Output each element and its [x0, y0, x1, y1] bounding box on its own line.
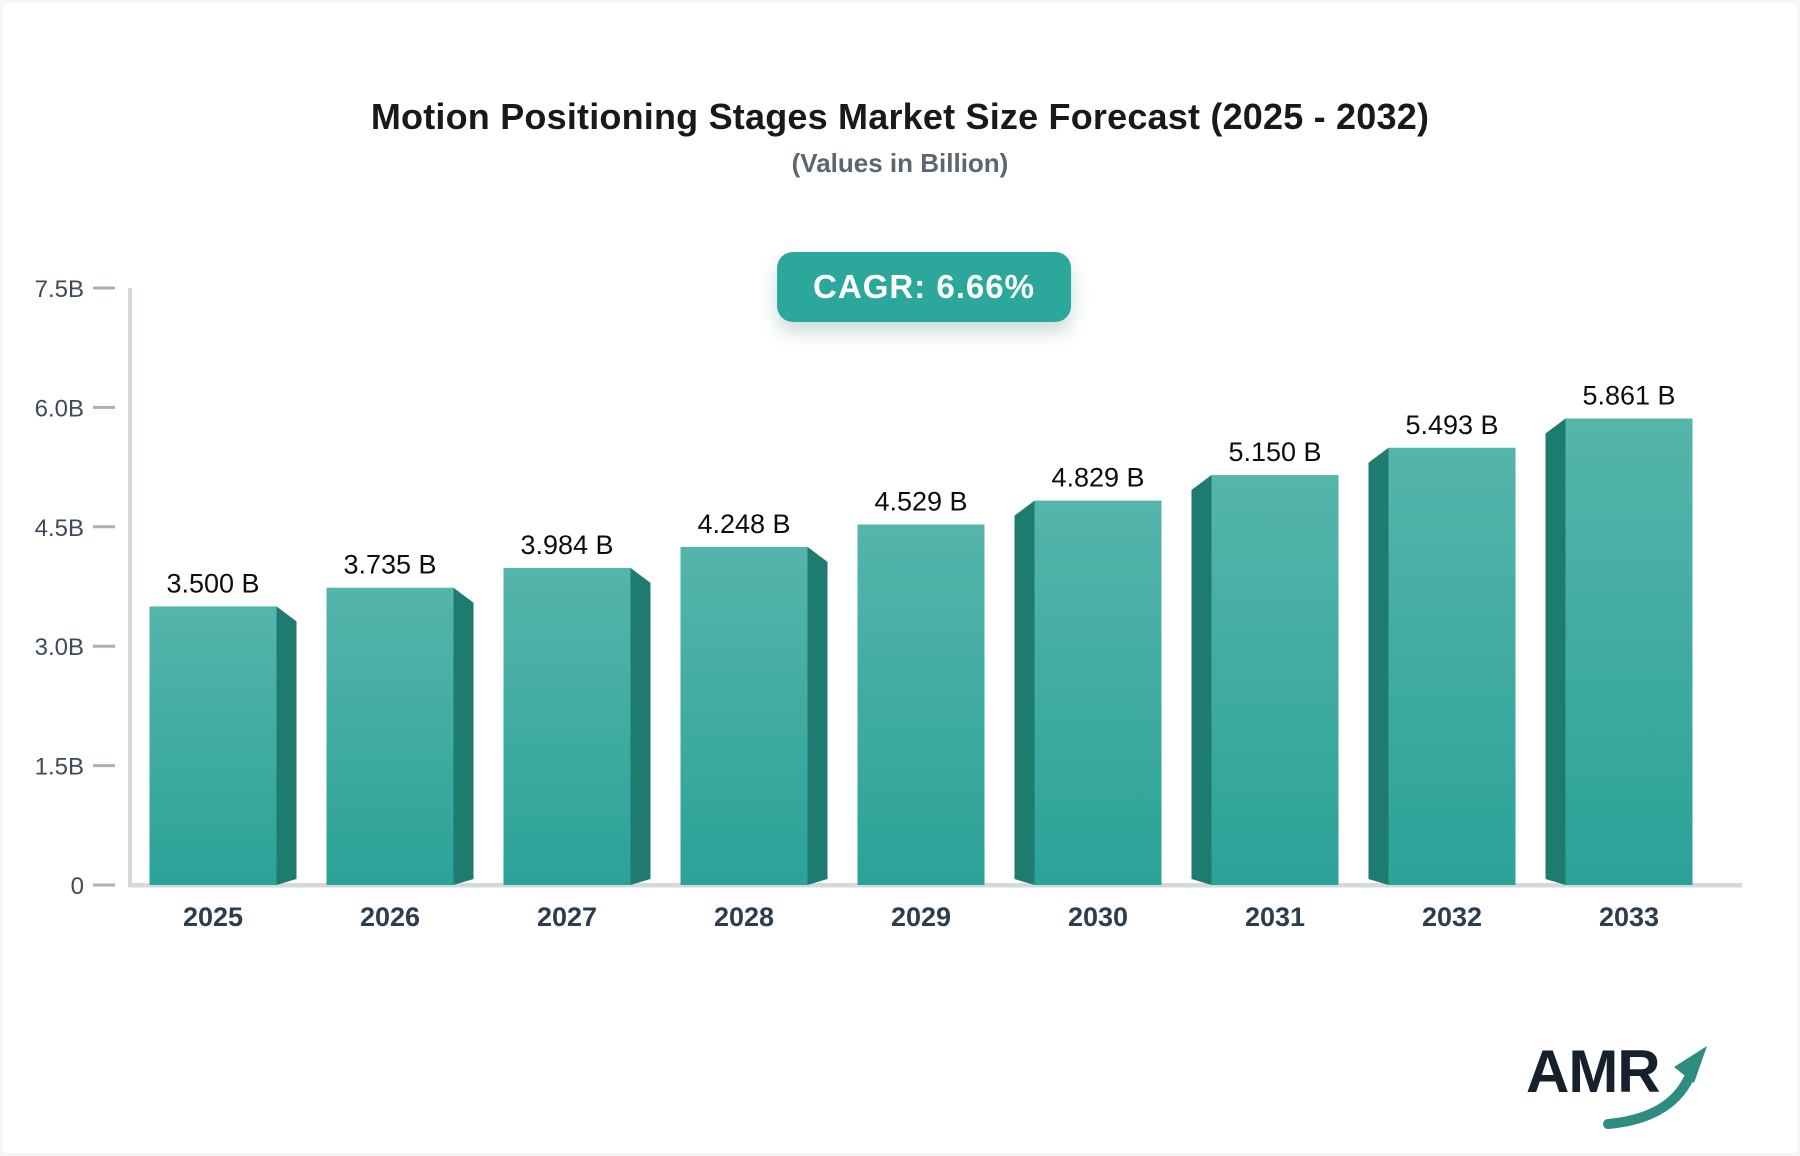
y-tick-label-3.0B: 3.0B: [35, 634, 84, 661]
bar-2032[interactable]: [1388, 447, 1516, 885]
bar-2026-side: [453, 587, 474, 885]
bar-2026[interactable]: [326, 587, 454, 885]
bar-2031-side: [1191, 475, 1212, 885]
bar-2025-side: [276, 606, 297, 885]
value-label-2033: 5.861 B: [1582, 380, 1675, 410]
x-label-2033: 2033: [1599, 902, 1659, 932]
bar-2027[interactable]: [503, 567, 631, 885]
x-label-2027: 2027: [537, 902, 597, 932]
axis-layer: 7.5B 6.0B 4.5B 3.0B 1.5B 0: [35, 276, 1742, 900]
x-label-2029: 2029: [891, 902, 951, 932]
value-label-2032: 5.493 B: [1405, 410, 1498, 440]
bar-2025[interactable]: [149, 606, 277, 885]
x-label-2032: 2032: [1422, 902, 1482, 932]
value-label-2027: 3.984 B: [520, 530, 613, 560]
y-tick-label-1.5B: 1.5B: [35, 754, 84, 781]
value-label-2029: 4.529 B: [874, 486, 967, 516]
value-label-2031: 5.150 B: [1228, 437, 1321, 467]
value-label-2030: 4.829 B: [1051, 463, 1144, 493]
bar-2029[interactable]: [857, 524, 985, 885]
labels-layer: 3.500 B 2025 3.735 B 2026 3.984 B 2027 4.248 B…: [166, 380, 1675, 932]
bar-2033-side: [1545, 418, 1566, 885]
bar-2028-side: [807, 546, 828, 885]
y-tick-label-7.5B: 7.5B: [35, 276, 84, 303]
growth-arrow-icon: [1603, 1068, 1696, 1129]
value-label-2028: 4.248 B: [697, 509, 790, 539]
value-label-2026: 3.735 B: [343, 550, 436, 580]
x-label-2028: 2028: [714, 902, 774, 932]
chart-title: Motion Positioning Stages Market Size Fo…: [370, 96, 1430, 137]
bars-layer: [149, 418, 1693, 885]
growth-arrow-head-icon: [1674, 1046, 1707, 1083]
bar-2028[interactable]: [680, 546, 808, 885]
amr-logo: AMR: [1526, 1038, 1707, 1129]
x-label-2031: 2031: [1245, 902, 1305, 932]
y-tick-label-0: 0: [71, 873, 84, 900]
bar-2032-side: [1368, 447, 1389, 885]
y-tick-label-6.0B: 6.0B: [35, 395, 84, 422]
bar-2031[interactable]: [1211, 475, 1339, 885]
value-label-2025: 3.500 B: [166, 568, 259, 598]
x-label-2025: 2025: [183, 902, 243, 932]
y-axis-line: [128, 288, 132, 887]
x-label-2026: 2026: [360, 902, 420, 932]
amr-logo-text: AMR: [1526, 1038, 1660, 1105]
chart-subtitle: (Values in Billion): [791, 148, 1009, 178]
x-label-2030: 2030: [1068, 902, 1128, 932]
cagr-badge: CAGR: 6.66%: [777, 252, 1071, 322]
bar-2030[interactable]: [1034, 500, 1162, 885]
bar-2033[interactable]: [1565, 418, 1693, 885]
bar-2030-side: [1014, 500, 1035, 885]
y-tick-label-4.5B: 4.5B: [35, 515, 84, 542]
x-axis-line: [128, 883, 1742, 888]
bar-2027-side: [630, 567, 651, 885]
